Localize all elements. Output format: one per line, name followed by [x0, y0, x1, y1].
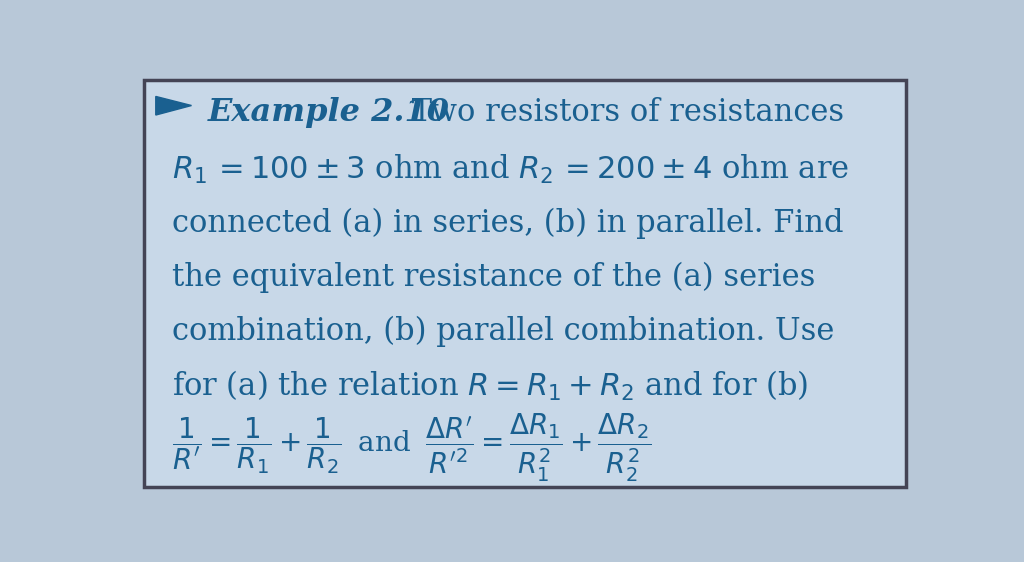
Text: Two resistors of resistances: Two resistors of resistances [401, 97, 844, 128]
Text: the equivalent resistance of the (a) series: the equivalent resistance of the (a) ser… [172, 262, 815, 293]
Text: $R_1\,= 100\pm3$ ohm and $R_2\,= 200\pm4$ ohm are: $R_1\,= 100\pm3$ ohm and $R_2\,= 200\pm4… [172, 153, 849, 185]
Text: $\dfrac{1}{R'} = \dfrac{1}{R_1} + \dfrac{1}{R_2}$$\;\;$and$\;\;$$\dfrac{\Delta R: $\dfrac{1}{R'} = \dfrac{1}{R_1} + \dfrac… [172, 412, 651, 484]
Polygon shape [156, 97, 191, 115]
Text: Example 2.10: Example 2.10 [207, 97, 450, 128]
FancyBboxPatch shape [143, 80, 905, 487]
Text: connected (a) in series, (b) in parallel. Find: connected (a) in series, (b) in parallel… [172, 207, 843, 239]
Text: combination, (b) parallel combination. Use: combination, (b) parallel combination. U… [172, 316, 834, 347]
Text: for (a) the relation $R = R_1 + R_2$ and for (b): for (a) the relation $R = R_1 + R_2$ and… [172, 369, 808, 402]
